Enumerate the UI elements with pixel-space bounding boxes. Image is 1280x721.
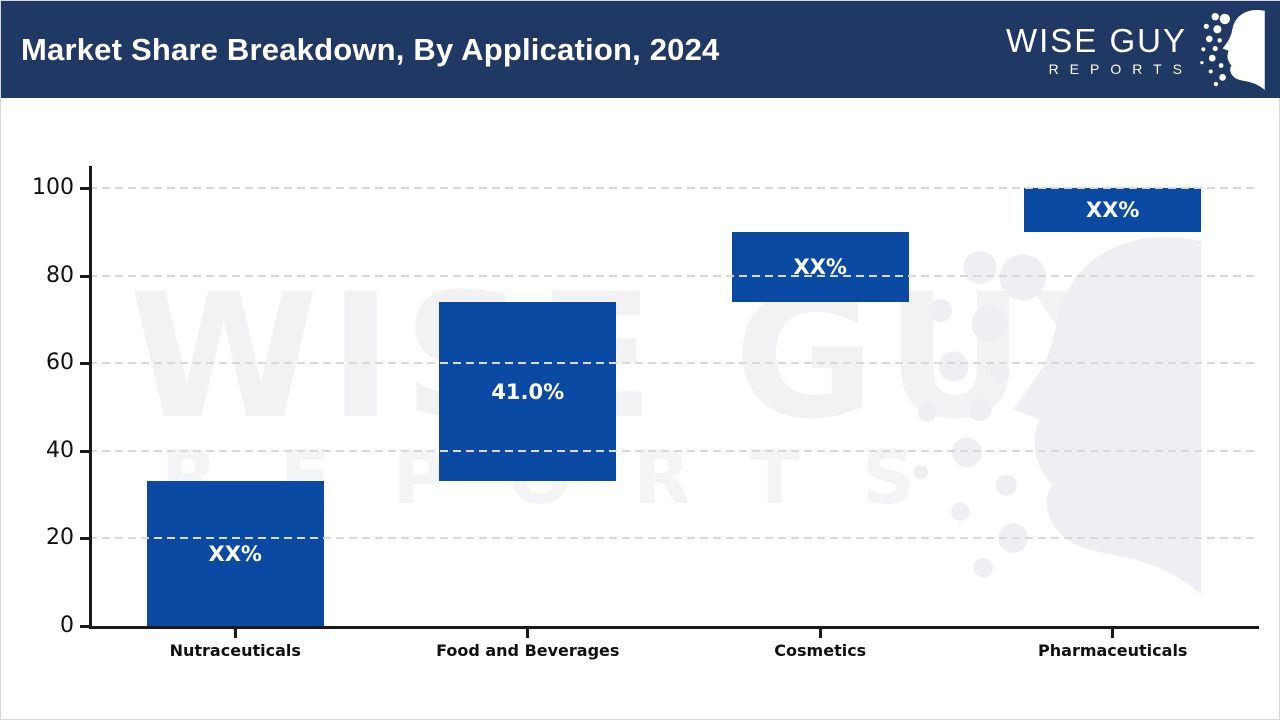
bar-value-label: 41.0% — [491, 379, 565, 404]
logo-text: WISE GUY REPORTS — [1006, 24, 1187, 76]
y-tick-label-100: 100 — [32, 175, 74, 200]
logo-face-icon — [1200, 9, 1265, 90]
y-tick-mark-40 — [80, 449, 89, 453]
logo-wiseguy-text: WISE GUY — [1005, 21, 1187, 59]
gridline-60 — [89, 362, 1259, 365]
bar-cosmetics: XX% — [731, 231, 909, 302]
y-tick-label-20: 20 — [46, 525, 74, 551]
y-tick-mark-0 — [80, 625, 89, 628]
y-tick-label-80: 80 — [46, 262, 74, 288]
x-tick-mark-1 — [233, 629, 237, 638]
gridline-20 — [89, 537, 1259, 540]
y-tick-label-40: 40 — [46, 437, 74, 463]
x-category-label: Cosmetics — [774, 641, 867, 660]
logo-reports-text: REPORTS — [1048, 60, 1193, 77]
x-tick-mark-2 — [526, 629, 530, 638]
y-tick-mark-100 — [80, 187, 89, 190]
y-axis-line — [89, 166, 92, 629]
header-bar: Market Share Breakdown, By Application, … — [1, 1, 1280, 98]
y-tick-label-60: 60 — [46, 350, 74, 376]
x-tick-mark-3 — [818, 629, 822, 638]
gridline-100 — [89, 187, 1259, 189]
x-category-label: Nutraceuticals — [169, 641, 301, 660]
bar-value-label: XX% — [208, 541, 262, 566]
y-tick-mark-20 — [80, 537, 89, 541]
x-tick-mark-4 — [1111, 629, 1115, 638]
x-category-label: Food and Beverages — [436, 641, 620, 660]
bar-nutraceuticals: XX% — [146, 481, 324, 626]
y-tick-mark-60 — [80, 362, 89, 366]
chart-title: Market Share Breakdown, By Application, … — [21, 31, 720, 67]
gridline-80 — [89, 274, 1259, 277]
bar-pharmaceuticals: XX% — [1024, 188, 1202, 232]
x-category-label: Pharmaceuticals — [1038, 641, 1188, 660]
x-axis-line — [89, 626, 1259, 629]
y-tick-mark-80 — [80, 274, 89, 278]
bar-value-label: XX% — [1086, 197, 1140, 222]
bar-food-and-beverages: 41.0% — [439, 301, 617, 482]
wise-guy-reports-logo: WISE GUY REPORTS — [1006, 7, 1267, 93]
gridline-40 — [89, 449, 1259, 452]
y-tick-label-0: 0 — [60, 613, 74, 638]
